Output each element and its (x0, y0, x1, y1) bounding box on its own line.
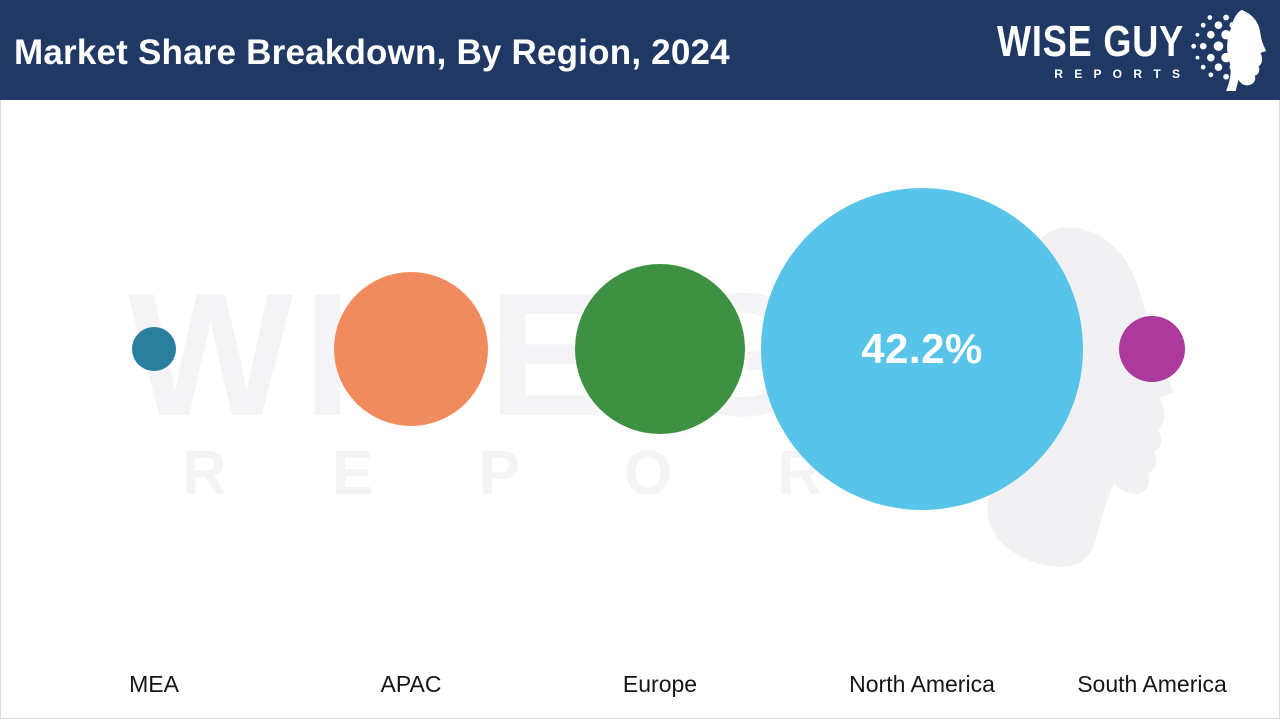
wiseguy-logo: WISE GUY R E P O R T S (956, 4, 1270, 96)
bubble-apac (334, 272, 488, 426)
category-label-mea: MEA (129, 671, 179, 697)
header: Market Share Breakdown, By Region, 2024 … (0, 0, 1280, 100)
category-label-south-america: South America (1077, 671, 1227, 697)
logo-text: WISE GUY R E P O R T S (956, 16, 1184, 82)
page-title: Market Share Breakdown, By Region, 2024 (14, 33, 730, 73)
category-label-north-america: North America (849, 671, 995, 697)
logo-face-icon (1191, 9, 1267, 92)
bubble-europe (575, 264, 745, 434)
category-label-europe: Europe (622, 671, 698, 697)
bubble-data-label: 42.2% (861, 325, 983, 372)
logo-wordmark: WISE GUY (997, 16, 1184, 66)
logo-subtext: R E P O R T S (1054, 67, 1184, 82)
bubble-mea (132, 327, 176, 371)
bubble-south-america (1119, 316, 1185, 382)
category-label-apac: APAC (380, 671, 442, 697)
bubble-north-america: 42.2% (761, 188, 1083, 510)
